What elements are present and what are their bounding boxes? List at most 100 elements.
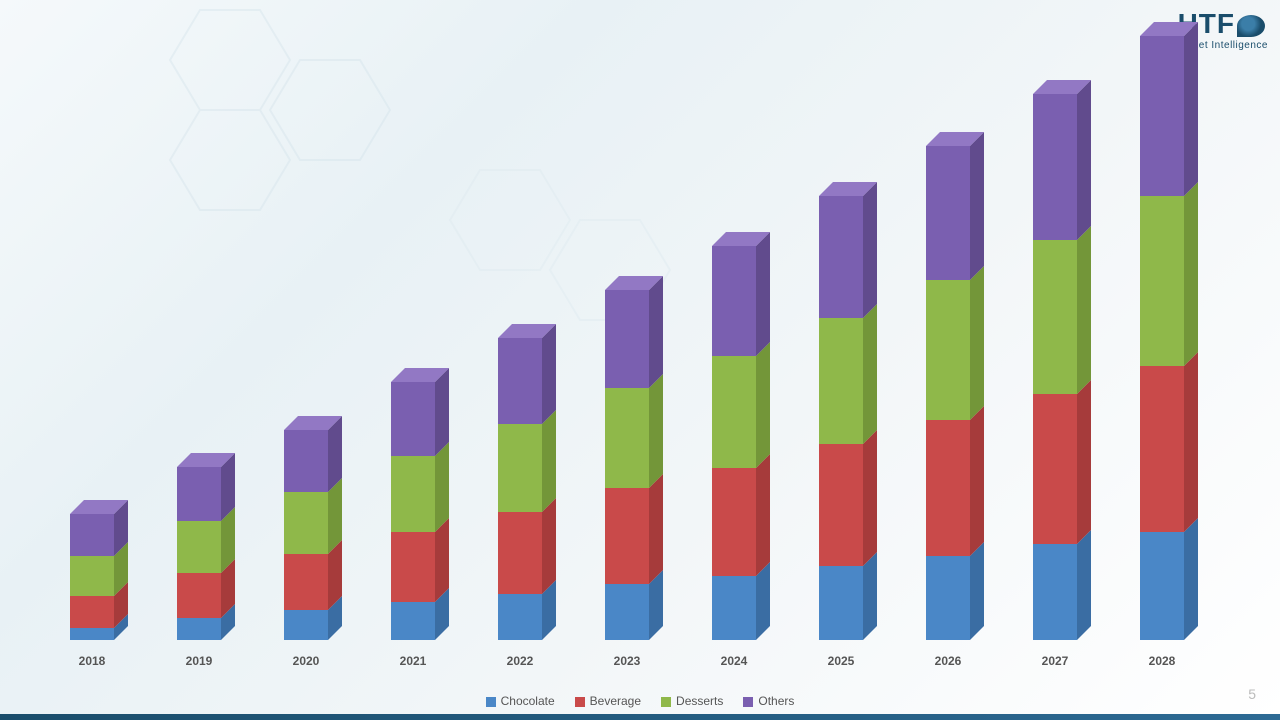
slide-page: HTF Market Intelligence 2018201920202021… [0, 0, 1280, 720]
stacked-bar-chart: 2018201920202021202220232024202520262027… [60, 20, 1220, 640]
segment-chocolate [819, 566, 863, 640]
segment-front [70, 556, 114, 596]
footer-accent-bar [0, 714, 1280, 720]
segment-front [605, 290, 649, 388]
segment-side [649, 374, 663, 488]
segment-desserts [926, 280, 970, 420]
segment-side [1184, 352, 1198, 532]
segment-front [1140, 532, 1184, 640]
segment-side [1184, 518, 1198, 640]
legend-item-others: Others [743, 694, 794, 708]
segment-chocolate [926, 556, 970, 640]
segment-side [970, 132, 984, 280]
segment-beverage [70, 596, 114, 628]
segment-side [542, 410, 556, 512]
segment-chocolate [284, 610, 328, 640]
segment-side [1184, 182, 1198, 366]
segment-desserts [498, 424, 542, 512]
segment-chocolate [1033, 544, 1077, 640]
segment-side [863, 430, 877, 566]
segment-front [1140, 196, 1184, 366]
segment-front [498, 424, 542, 512]
x-axis-label: 2028 [1122, 654, 1202, 668]
segment-desserts [1140, 196, 1184, 366]
segment-side [863, 304, 877, 444]
segment-desserts [391, 456, 435, 532]
segment-front [177, 573, 221, 618]
segment-others [177, 467, 221, 521]
segment-front [712, 246, 756, 356]
segment-front [819, 196, 863, 318]
segment-front [605, 584, 649, 640]
segment-front [498, 594, 542, 640]
segment-beverage [605, 488, 649, 584]
segment-side [435, 442, 449, 532]
segment-others [498, 338, 542, 424]
segment-front [284, 610, 328, 640]
segment-front [498, 512, 542, 594]
x-axis-label: 2020 [266, 654, 346, 668]
segment-side [970, 542, 984, 640]
segment-front [284, 430, 328, 492]
segment-side [649, 276, 663, 388]
legend-item-desserts: Desserts [661, 694, 723, 708]
segment-side [435, 518, 449, 602]
segment-front [926, 280, 970, 420]
segment-others [70, 514, 114, 556]
x-axis-label: 2026 [908, 654, 988, 668]
legend-swatch [575, 697, 585, 707]
x-axis-label: 2022 [480, 654, 560, 668]
x-axis-label: 2019 [159, 654, 239, 668]
segment-beverage [391, 532, 435, 602]
segment-beverage [177, 573, 221, 618]
segment-side [542, 498, 556, 594]
x-axis-label: 2024 [694, 654, 774, 668]
segment-front [819, 318, 863, 444]
segment-side [1077, 530, 1091, 640]
segment-front [177, 618, 221, 640]
segment-front [712, 576, 756, 640]
segment-beverage [1140, 366, 1184, 532]
segment-others [712, 246, 756, 356]
page-number: 5 [1248, 686, 1256, 702]
segment-side [1077, 80, 1091, 240]
segment-chocolate [391, 602, 435, 640]
segment-chocolate [498, 594, 542, 640]
segment-beverage [712, 468, 756, 576]
segment-front [926, 146, 970, 280]
chart-legend: ChocolateBeverageDessertsOthers [0, 694, 1280, 708]
segment-side [649, 474, 663, 584]
segment-others [1033, 94, 1077, 240]
segment-side [1077, 380, 1091, 544]
x-axis-label: 2021 [373, 654, 453, 668]
segment-beverage [1033, 394, 1077, 544]
segment-front [284, 492, 328, 554]
legend-label: Beverage [590, 694, 641, 708]
legend-label: Desserts [676, 694, 723, 708]
segment-others [819, 196, 863, 318]
legend-swatch [661, 697, 671, 707]
segment-side [756, 454, 770, 576]
segment-front [498, 338, 542, 424]
bars-container: 2018201920202021202220232024202520262027… [60, 20, 1220, 640]
segment-front [1033, 240, 1077, 394]
x-axis-label: 2018 [52, 654, 132, 668]
segment-front [926, 556, 970, 640]
segment-front [1033, 394, 1077, 544]
segment-beverage [926, 420, 970, 556]
segment-others [926, 146, 970, 280]
segment-side [756, 342, 770, 468]
segment-front [1140, 366, 1184, 532]
segment-side [756, 232, 770, 356]
segment-beverage [819, 444, 863, 566]
segment-chocolate [605, 584, 649, 640]
segment-chocolate [712, 576, 756, 640]
segment-others [1140, 36, 1184, 196]
x-axis-label: 2025 [801, 654, 881, 668]
segment-front [605, 388, 649, 488]
segment-side [863, 182, 877, 318]
x-axis-label: 2023 [587, 654, 667, 668]
segment-others [284, 430, 328, 492]
segment-desserts [605, 388, 649, 488]
segment-side [542, 324, 556, 424]
